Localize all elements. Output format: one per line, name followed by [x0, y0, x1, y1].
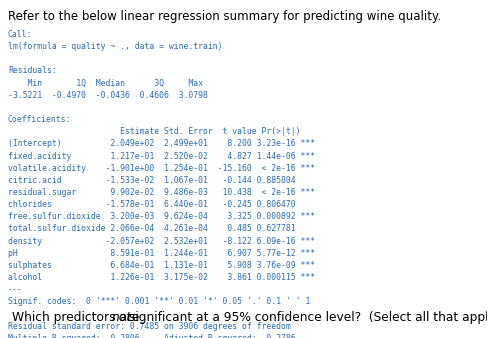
Text: Call:
lm(formula = quality ~ ., data = wine.train)

Residuals:
    Min       1Q : Call: lm(formula = quality ~ ., data = w… — [8, 30, 320, 338]
Text: Which predictors are: Which predictors are — [12, 311, 143, 324]
Text: Refer to the below linear regression summary for predicting wine quality.: Refer to the below linear regression sum… — [8, 10, 441, 23]
Text: not: not — [111, 311, 131, 324]
Text: significant at a 95% confidence level?  (Select all that apply.): significant at a 95% confidence level? (… — [125, 311, 487, 324]
